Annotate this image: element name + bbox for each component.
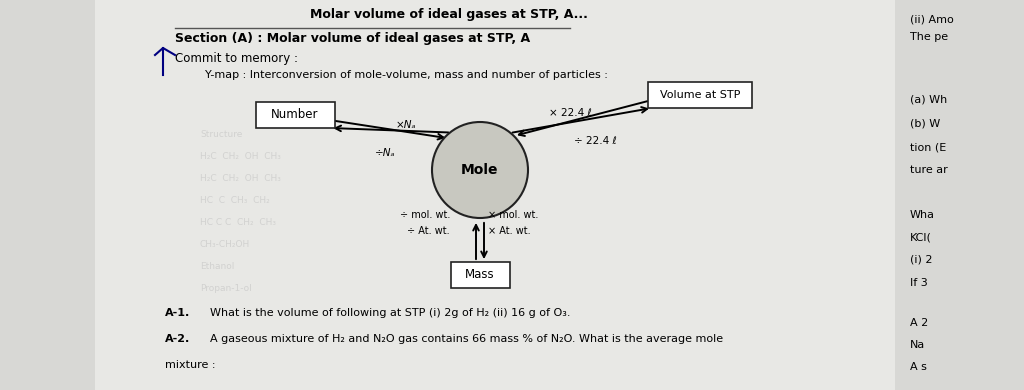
- Text: ÷Nₐ: ÷Nₐ: [375, 147, 396, 158]
- Text: ÷ At. wt.: ÷ At. wt.: [408, 225, 450, 236]
- Text: × 22.4 ℓ: × 22.4 ℓ: [549, 108, 592, 117]
- Text: ÷ 22.4 ℓ: ÷ 22.4 ℓ: [573, 135, 616, 145]
- Text: HC C C  CH₂  CH₃: HC C C CH₂ CH₃: [200, 218, 276, 227]
- Text: (a) Wh: (a) Wh: [910, 95, 947, 105]
- Text: Number: Number: [271, 108, 318, 122]
- Text: × mol. wt.: × mol. wt.: [488, 209, 539, 220]
- Text: Commit to memory :: Commit to memory :: [175, 52, 298, 65]
- Text: A 2: A 2: [910, 318, 928, 328]
- Text: Structure: Structure: [200, 130, 243, 139]
- Text: Volume at STP: Volume at STP: [659, 90, 740, 100]
- FancyBboxPatch shape: [95, 0, 895, 390]
- Text: (b) W: (b) W: [910, 118, 940, 128]
- Text: A gaseous mixture of H₂ and N₂O gas contains 66 mass % of N₂O. What is the avera: A gaseous mixture of H₂ and N₂O gas cont…: [210, 334, 723, 344]
- Text: Mass: Mass: [465, 268, 495, 282]
- Text: Molar volume of ideal gases at STP, A...: Molar volume of ideal gases at STP, A...: [310, 8, 588, 21]
- Text: Ethanol: Ethanol: [200, 262, 234, 271]
- Text: CH₃-CH₂OH: CH₃-CH₂OH: [200, 240, 250, 249]
- FancyBboxPatch shape: [256, 102, 335, 128]
- Text: ×Nₐ: ×Nₐ: [395, 119, 416, 129]
- Text: × At. wt.: × At. wt.: [488, 225, 530, 236]
- Text: A s: A s: [910, 362, 927, 372]
- Text: tion (E: tion (E: [910, 142, 946, 152]
- Text: H₂C  CH₂  OH  CH₃: H₂C CH₂ OH CH₃: [200, 174, 281, 183]
- Text: Section (A) : Molar volume of ideal gases at STP, A: Section (A) : Molar volume of ideal gase…: [175, 32, 530, 45]
- Text: H₂C  CH₂  OH  CH₃: H₂C CH₂ OH CH₃: [200, 152, 281, 161]
- Text: (i) 2: (i) 2: [910, 255, 933, 265]
- Text: (ii) Amo: (ii) Amo: [910, 15, 953, 25]
- Circle shape: [432, 122, 528, 218]
- Text: What is the volume of following at STP (i) 2g of H₂ (ii) 16 g of O₃.: What is the volume of following at STP (…: [210, 308, 570, 318]
- Text: A-2.: A-2.: [165, 334, 190, 344]
- Text: mixture :: mixture :: [165, 360, 215, 370]
- Text: HC  C  CH₃  CH₂: HC C CH₃ CH₂: [200, 196, 269, 205]
- Text: Y-map : Interconversion of mole-volume, mass and number of particles :: Y-map : Interconversion of mole-volume, …: [205, 70, 608, 80]
- Text: A-1.: A-1.: [165, 308, 190, 318]
- Text: Na: Na: [910, 340, 926, 350]
- Text: ÷ mol. wt.: ÷ mol. wt.: [399, 209, 450, 220]
- Text: The pe: The pe: [910, 32, 948, 42]
- FancyBboxPatch shape: [451, 262, 510, 288]
- Text: Wha: Wha: [910, 210, 935, 220]
- Text: Mole: Mole: [461, 163, 499, 177]
- FancyBboxPatch shape: [648, 82, 752, 108]
- Text: KCl(: KCl(: [910, 232, 932, 242]
- Text: ture ar: ture ar: [910, 165, 948, 175]
- Text: If 3: If 3: [910, 278, 928, 288]
- Text: Propan-1-ol: Propan-1-ol: [200, 284, 252, 293]
